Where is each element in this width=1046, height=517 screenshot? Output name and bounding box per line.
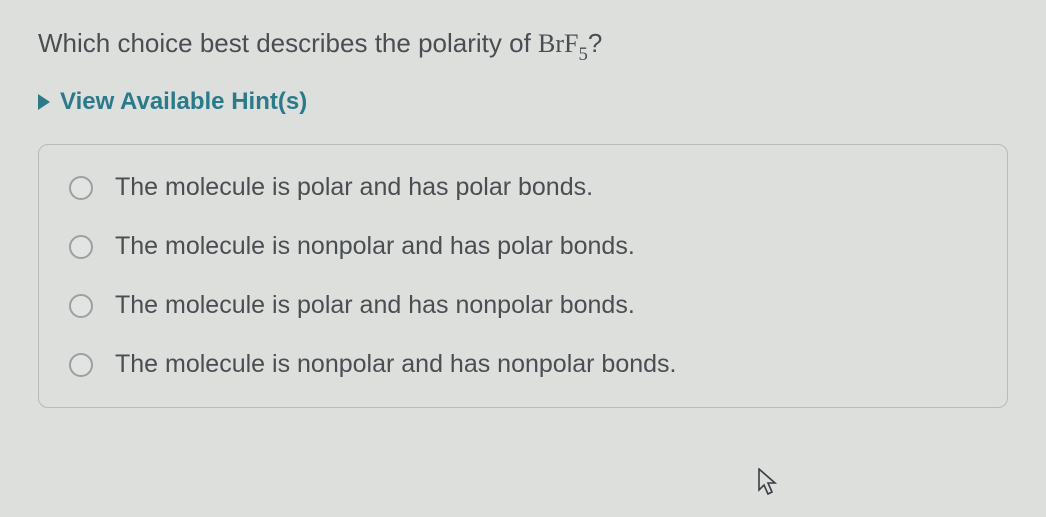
radio-icon [69,294,93,318]
view-hints-toggle[interactable]: View Available Hint(s) [38,88,1008,116]
question-prefix: Which choice best describes the polarity… [38,28,538,58]
radio-icon [69,235,93,259]
radio-icon [69,353,93,377]
choice-option[interactable]: The molecule is nonpolar and has nonpola… [69,350,977,379]
choices-panel: The molecule is polar and has polar bond… [38,144,1008,408]
question-suffix: ? [588,28,602,58]
radio-icon [69,176,93,200]
formula-subscript: 5 [579,44,588,65]
choice-label: The molecule is nonpolar and has polar b… [115,232,635,261]
triangle-right-icon [38,94,50,110]
question-formula: BrF5 [538,29,588,58]
choice-label: The molecule is nonpolar and has nonpola… [115,350,677,379]
choice-label: The molecule is polar and has nonpolar b… [115,291,635,320]
choice-label: The molecule is polar and has polar bond… [115,173,593,202]
choice-option[interactable]: The molecule is polar and has polar bond… [69,173,977,202]
choice-option[interactable]: The molecule is nonpolar and has polar b… [69,232,977,261]
cursor-icon [758,468,780,496]
choice-option[interactable]: The molecule is polar and has nonpolar b… [69,291,977,320]
hints-label: View Available Hint(s) [60,88,307,116]
formula-base: BrF [538,29,578,58]
question-text: Which choice best describes the polarity… [38,28,1008,64]
